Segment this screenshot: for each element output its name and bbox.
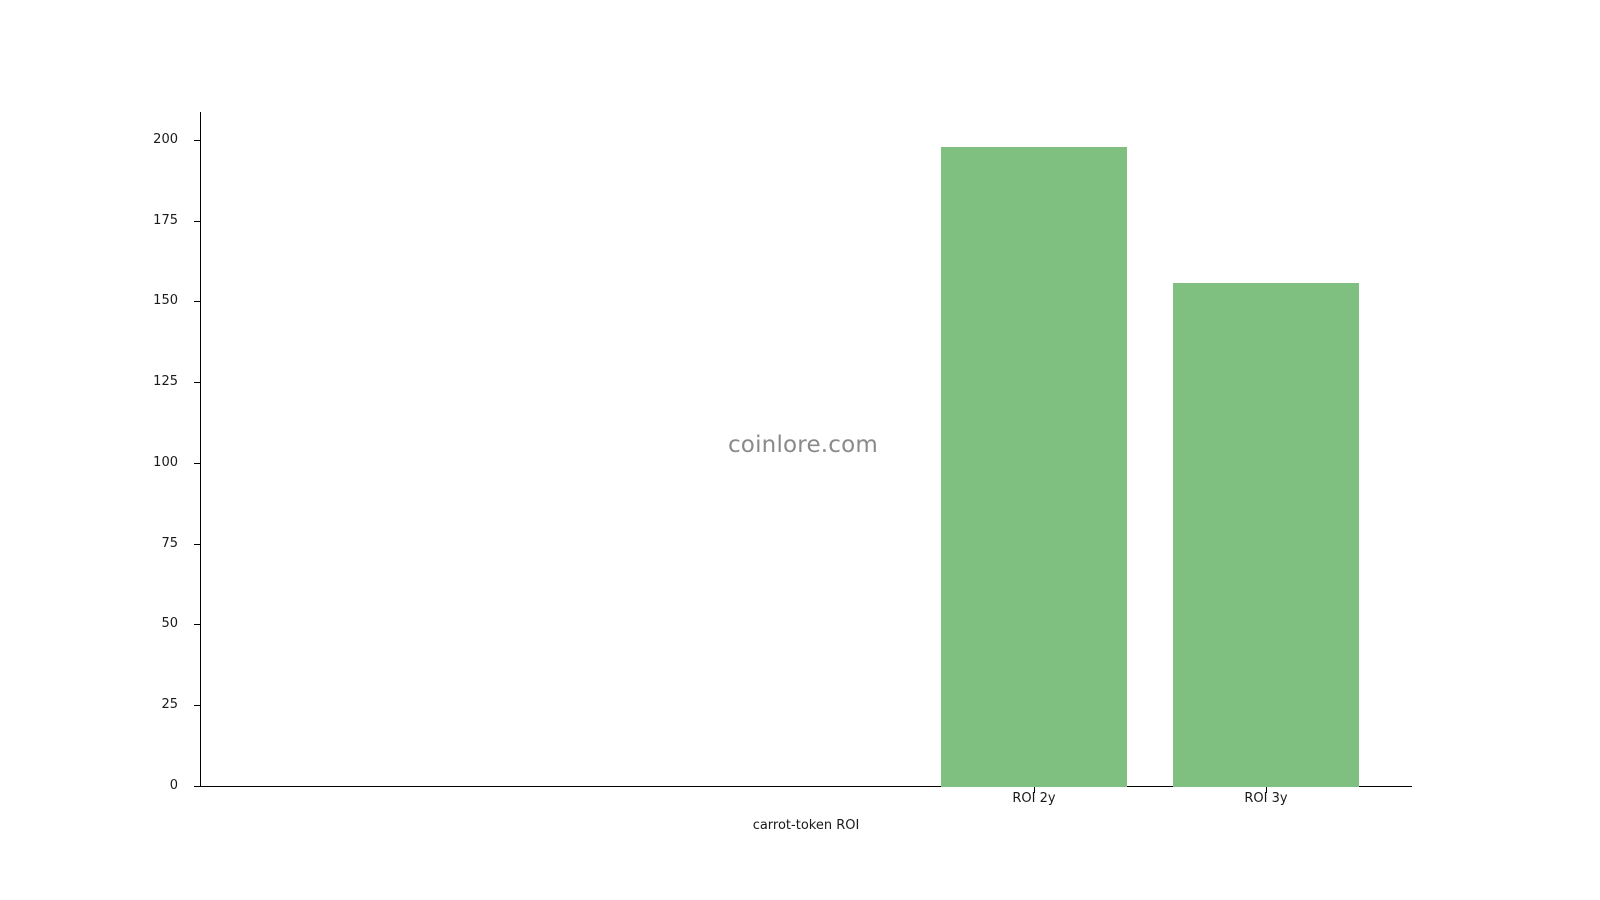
y-axis-tick-label: 50 bbox=[161, 616, 178, 632]
x-axis-title: carrot-token ROI bbox=[752, 818, 860, 833]
y-axis-tick-mark bbox=[194, 139, 201, 141]
bar-roi-3y[interactable] bbox=[1173, 283, 1359, 787]
y-axis-tick-label: 100 bbox=[153, 454, 178, 470]
y-axis-tick-mark bbox=[194, 301, 201, 303]
y-axis-tick-mark bbox=[194, 462, 201, 464]
x-axis-tick-label: ROI 2y bbox=[1012, 791, 1056, 806]
y-axis-tick-label: 175 bbox=[153, 212, 178, 228]
x-axis-tick-label: ROI 3y bbox=[1244, 791, 1288, 806]
y-axis-tick-mark bbox=[194, 624, 201, 626]
bar-roi-2y[interactable] bbox=[941, 147, 1127, 787]
y-axis-tick-label: 0 bbox=[169, 778, 178, 793]
x-axis-tick-mark bbox=[1266, 787, 1267, 793]
y-axis-tick-label: 125 bbox=[153, 374, 178, 390]
y-axis-tick-mark bbox=[194, 543, 201, 545]
y-axis-tick-label: 150 bbox=[153, 293, 178, 309]
y-axis-tick-label: 25 bbox=[161, 697, 178, 713]
watermark-coinlore: coinlore.com bbox=[727, 432, 879, 458]
x-axis-line bbox=[201, 786, 1412, 787]
y-axis-tick-label: 200 bbox=[153, 131, 178, 147]
y-axis-line bbox=[200, 112, 201, 787]
y-axis-tick-mark bbox=[194, 705, 201, 707]
y-axis-tick-mark bbox=[194, 786, 201, 787]
y-axis-tick-label: 75 bbox=[161, 535, 178, 551]
y-axis-tick-mark bbox=[194, 382, 201, 384]
y-axis-tick-mark bbox=[194, 220, 201, 222]
x-axis-tick-mark bbox=[1034, 787, 1035, 793]
